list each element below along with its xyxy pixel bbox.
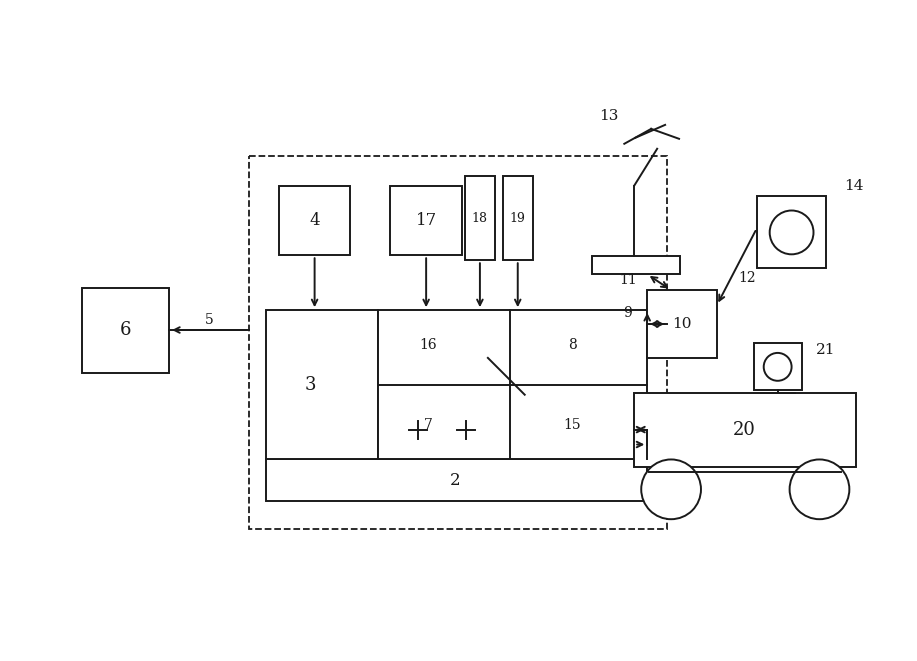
Text: 17: 17 bbox=[415, 212, 436, 229]
Text: 4: 4 bbox=[309, 212, 320, 229]
Circle shape bbox=[790, 459, 849, 519]
Bar bbox=[465, 176, 495, 260]
Bar bbox=[279, 186, 350, 255]
Bar bbox=[266, 310, 379, 459]
Text: 14: 14 bbox=[845, 178, 864, 192]
Bar bbox=[592, 256, 680, 274]
Text: 19: 19 bbox=[510, 212, 525, 225]
Bar bbox=[266, 459, 647, 501]
Text: 8: 8 bbox=[569, 338, 577, 352]
Bar bbox=[249, 156, 668, 529]
Text: 18: 18 bbox=[472, 212, 488, 225]
Bar bbox=[82, 288, 170, 373]
Text: 3: 3 bbox=[304, 375, 316, 394]
Circle shape bbox=[769, 210, 813, 254]
Text: 9: 9 bbox=[623, 306, 632, 320]
Text: 7: 7 bbox=[424, 418, 433, 432]
Circle shape bbox=[764, 353, 791, 381]
Bar bbox=[503, 176, 533, 260]
Text: 13: 13 bbox=[600, 109, 619, 123]
Bar bbox=[754, 343, 801, 390]
Text: 2: 2 bbox=[449, 472, 460, 489]
Text: 10: 10 bbox=[672, 317, 691, 331]
Circle shape bbox=[641, 459, 701, 519]
Text: 20: 20 bbox=[733, 420, 756, 439]
Bar bbox=[391, 186, 462, 255]
Text: 11: 11 bbox=[620, 273, 637, 288]
Text: 21: 21 bbox=[815, 343, 835, 357]
Text: 6: 6 bbox=[119, 321, 131, 339]
Text: 5: 5 bbox=[204, 313, 214, 327]
Text: 16: 16 bbox=[419, 338, 436, 352]
Bar bbox=[647, 290, 717, 358]
Bar bbox=[635, 393, 856, 467]
Text: 15: 15 bbox=[564, 418, 581, 432]
Text: 12: 12 bbox=[738, 271, 756, 285]
Bar bbox=[757, 196, 826, 268]
Bar bbox=[379, 310, 647, 459]
